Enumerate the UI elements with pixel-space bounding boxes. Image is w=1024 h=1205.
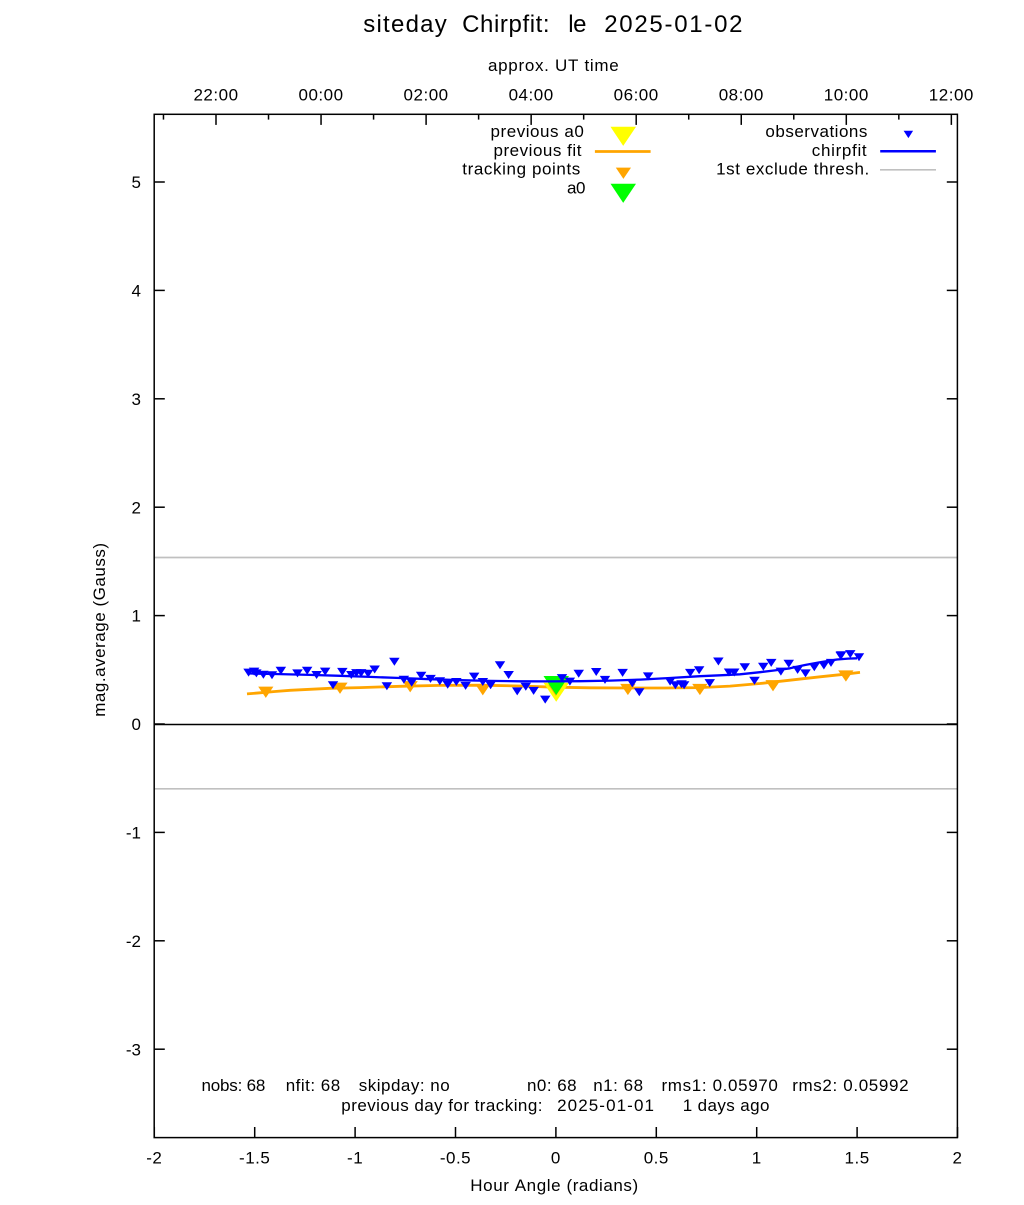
svg-text:nobs: 68: nobs: 68 [202,1076,266,1095]
svg-text:-2: -2 [126,932,141,951]
svg-text:1 days ago: 1 days ago [683,1096,770,1115]
svg-text:rms1: 0.05970: rms1: 0.05970 [662,1076,779,1095]
svg-text:4: 4 [132,282,141,301]
svg-text:02:00: 02:00 [404,85,449,104]
svg-text:1: 1 [752,1149,762,1168]
svg-text:1: 1 [132,607,141,626]
svg-text:approx. UT time: approx. UT time [488,56,619,75]
svg-text:previous day for tracking:: previous day for tracking: [341,1096,543,1115]
svg-text:rms2: 0.05992: rms2: 0.05992 [792,1076,909,1095]
svg-text:previous a0: previous a0 [491,122,585,141]
svg-text:12:00: 12:00 [929,85,974,104]
svg-text:2: 2 [132,498,141,517]
svg-text:10:00: 10:00 [824,85,869,104]
svg-text:skipday: no: skipday: no [359,1076,450,1095]
svg-text:-1: -1 [347,1149,363,1168]
svg-text:n0: 68: n0: 68 [527,1076,577,1095]
svg-text:previous fit: previous fit [494,141,582,160]
svg-text:2: 2 [953,1149,963,1168]
svg-text:0: 0 [551,1149,561,1168]
svg-text:-1.5: -1.5 [239,1149,270,1168]
svg-text:5: 5 [132,173,141,192]
svg-text:04:00: 04:00 [509,85,554,104]
svg-text:a0: a0 [567,179,585,198]
svg-text:00:00: 00:00 [299,85,344,104]
svg-text:2025-01-01: 2025-01-01 [557,1096,655,1115]
svg-text:1st exclude thresh.: 1st exclude thresh. [716,160,870,179]
svg-text:1.5: 1.5 [845,1149,870,1168]
svg-text:observations: observations [765,122,868,141]
svg-text:22:00: 22:00 [193,85,238,104]
svg-text:2025-01-02: 2025-01-02 [604,11,744,38]
svg-text:nfit: 68: nfit: 68 [286,1076,341,1095]
svg-text:Hour Angle (radians): Hour Angle (radians) [470,1176,638,1195]
svg-text:tracking points: tracking points [462,160,581,179]
svg-text:mag.average (Gauss): mag.average (Gauss) [90,542,109,716]
svg-text:3: 3 [132,390,141,409]
svg-text:siteday: siteday [363,11,448,38]
svg-text:chirpfit: chirpfit [812,141,868,160]
svg-text:n1: 68: n1: 68 [593,1076,643,1095]
svg-text:-2: -2 [146,1149,162,1168]
svg-text:-0.5: -0.5 [440,1149,471,1168]
svg-text:06:00: 06:00 [614,85,659,104]
svg-text:0: 0 [132,715,141,734]
svg-text:le: le [568,11,586,38]
svg-text:-1: -1 [126,824,141,843]
svg-text:08:00: 08:00 [719,85,764,104]
svg-text:-3: -3 [126,1040,141,1059]
svg-text:Chirpfit:: Chirpfit: [462,11,550,38]
svg-text:0.5: 0.5 [644,1149,669,1168]
